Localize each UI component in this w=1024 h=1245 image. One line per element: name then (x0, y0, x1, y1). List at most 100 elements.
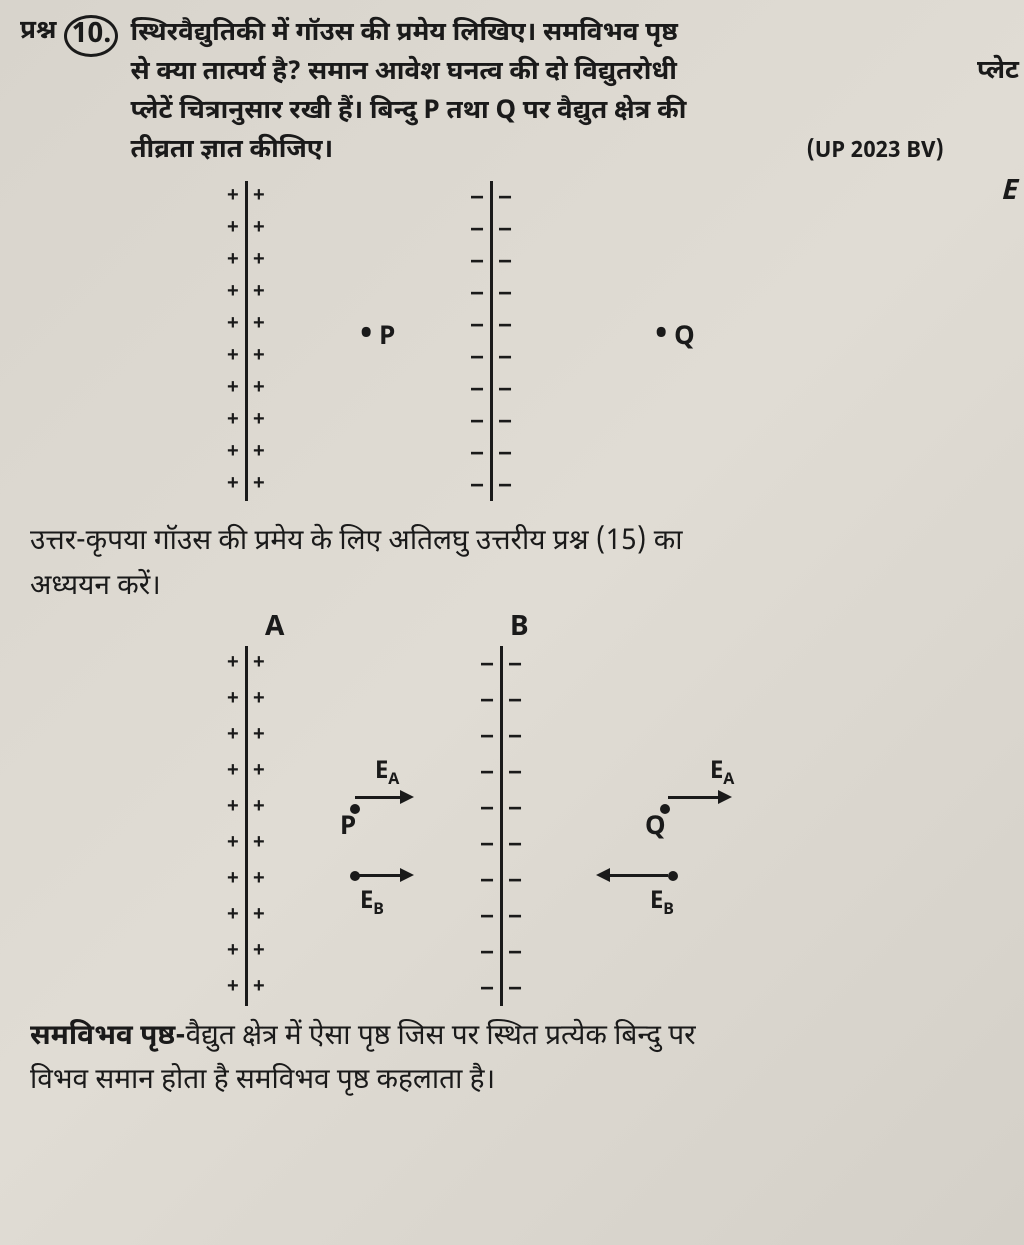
negative-charge-mark: − (498, 216, 512, 244)
negative-charge-mark: − (480, 867, 494, 895)
point-p-text: P (340, 811, 356, 845)
question-header: प्रश्न 10. स्थिरवैद्युतिकी में गॉउस की प… (20, 15, 1004, 171)
positive-plate-line (245, 181, 248, 501)
negative-charge-mark: − (470, 280, 484, 308)
negative-charge-mark: − (480, 759, 494, 787)
negative-charge-mark: − (470, 184, 484, 212)
answer-text: उत्तर-कृपया गॉउस की प्रमेय के लिए अतिलघु… (20, 521, 1004, 611)
question-line-1: स्थिरवैद्युतिकी में गॉउस की प्रमेय लिखिए… (130, 15, 1004, 54)
point-q-label: • Q (655, 316, 695, 358)
plate-b-line (500, 646, 503, 1006)
exam-ref: (UP 2023 BV) (806, 135, 944, 168)
positive-charge-mark: + (253, 376, 265, 399)
side-label-plate: प्लेट (977, 55, 1019, 89)
negative-charge-mark: − (498, 344, 512, 372)
negative-charge-mark: − (480, 723, 494, 751)
positive-charge-mark: + (253, 280, 265, 303)
arrow-ea-p-line (355, 796, 405, 799)
positive-charge-mark: + (253, 687, 265, 710)
question-number: 10. (64, 15, 118, 57)
negative-charge-mark: − (480, 831, 494, 859)
negative-charge-mark: − (508, 759, 522, 787)
question-text: स्थिरवैद्युतिकी में गॉउस की प्रमेय लिखिए… (130, 15, 1004, 171)
positive-charge-mark: + (227, 651, 239, 674)
negative-charge-mark: − (470, 376, 484, 404)
negative-charge-mark: − (480, 975, 494, 1003)
question-line-2: से क्या तात्पर्य है? समान आवेश घनत्व की … (130, 54, 1004, 93)
positive-charge-mark: + (253, 903, 265, 926)
positive-charge-mark: + (253, 216, 265, 239)
negative-charge-mark: − (470, 312, 484, 340)
negative-charge-mark: − (508, 939, 522, 967)
positive-charge-mark: + (253, 408, 265, 431)
positive-charge-mark: + (227, 975, 239, 998)
negative-charge-mark: − (508, 687, 522, 715)
positive-charge-mark: + (253, 312, 265, 335)
positive-charge-mark: + (227, 759, 239, 782)
positive-charge-mark: + (227, 903, 239, 926)
arrow-eb-p-head (400, 868, 414, 882)
positive-charge-mark: + (227, 939, 239, 962)
negative-charge-mark: − (470, 472, 484, 500)
negative-charge-mark: − (498, 376, 512, 404)
negative-charge-mark: − (480, 795, 494, 823)
field-ea-p: EA (375, 756, 399, 791)
positive-charge-mark: + (253, 344, 265, 367)
negative-charge-mark: − (470, 248, 484, 276)
positive-charge-mark: + (227, 867, 239, 890)
positive-charge-mark: + (253, 472, 265, 495)
question-line-3: प्लेटें चित्रानुसार रखी हैं। बिन्दु P तथ… (130, 93, 1004, 132)
negative-charge-mark: − (498, 248, 512, 276)
negative-plate-line (490, 181, 493, 501)
positive-charge-mark: + (253, 975, 265, 998)
eb-q-dot (668, 871, 678, 881)
field-eb-q: EB (650, 886, 674, 921)
positive-charge-mark: + (253, 759, 265, 782)
plate-b-label: B (510, 611, 529, 647)
positive-charge-mark: + (227, 280, 239, 303)
positive-charge-mark: + (227, 408, 239, 431)
negative-charge-mark: − (508, 795, 522, 823)
definition-text: समविभव पृष्ठ-वैद्युत क्षेत्र में ऐसा पृष… (20, 1016, 1004, 1106)
negative-charge-mark: − (508, 867, 522, 895)
positive-charge-mark: + (227, 440, 239, 463)
definition-line-2: विभव समान होता है समविभव पृष्ठ कहलाता है… (30, 1064, 495, 1100)
point-q-text: Q (645, 811, 666, 845)
positive-charge-mark: + (227, 723, 239, 746)
plate-a-label: A (265, 611, 284, 647)
positive-charge-mark: + (227, 472, 239, 495)
negative-charge-mark: − (480, 687, 494, 715)
diagram-2: A B ++++++++++++++++++++ −−−−−−−−−−−−−−−… (20, 616, 1004, 1006)
positive-charge-mark: + (227, 376, 239, 399)
answer-line-1: उत्तर-कृपया गॉउस की प्रमेय के लिए अतिलघु… (30, 525, 683, 561)
definition-rest: वैद्युत क्षेत्र में ऐसा पृष्ठ जिस पर स्थ… (186, 1020, 696, 1056)
negative-charge-mark: − (508, 651, 522, 679)
positive-charge-mark: + (253, 651, 265, 674)
arrow-eb-q-head (596, 868, 610, 882)
positive-charge-mark: + (253, 184, 265, 207)
positive-charge-mark: + (253, 939, 265, 962)
arrow-ea-p-head (400, 790, 414, 804)
question-label: प्रश्न (20, 15, 56, 49)
field-eb-p: EB (360, 886, 384, 921)
positive-charge-mark: + (253, 867, 265, 890)
positive-charge-mark: + (227, 795, 239, 818)
arrow-ea-q-line (668, 796, 723, 799)
positive-charge-mark: + (227, 312, 239, 335)
negative-charge-mark: − (480, 939, 494, 967)
negative-charge-mark: − (470, 408, 484, 436)
positive-charge-mark: + (253, 831, 265, 854)
negative-charge-mark: − (498, 312, 512, 340)
negative-charge-mark: − (470, 216, 484, 244)
positive-charge-mark: + (227, 216, 239, 239)
negative-charge-mark: − (498, 280, 512, 308)
negative-charge-mark: − (480, 903, 494, 931)
negative-charge-mark: − (508, 723, 522, 751)
diagram-1: ++++++++++++++++++++ −−−−−−−−−−−−−−−−−−−… (20, 176, 1004, 506)
negative-charge-mark: − (498, 184, 512, 212)
negative-charge-mark: − (508, 903, 522, 931)
positive-charge-mark: + (253, 723, 265, 746)
question-line-4: तीव्रता ज्ञात कीजिए। (130, 132, 333, 171)
positive-charge-mark: + (227, 687, 239, 710)
positive-charge-mark: + (227, 184, 239, 207)
